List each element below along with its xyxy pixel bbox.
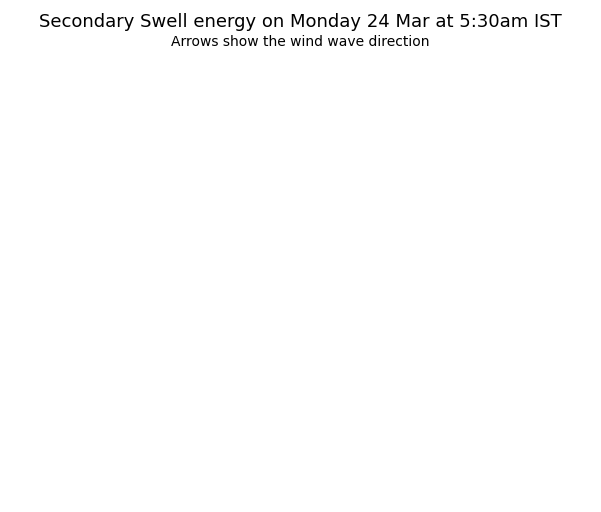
Text: Map requires cartopy: Map requires cartopy	[227, 272, 374, 286]
Text: Secondary Swell energy on Monday 24 Mar at 5:30am IST: Secondary Swell energy on Monday 24 Mar …	[39, 13, 562, 31]
Text: Arrows show the wind wave direction: Arrows show the wind wave direction	[171, 35, 430, 49]
